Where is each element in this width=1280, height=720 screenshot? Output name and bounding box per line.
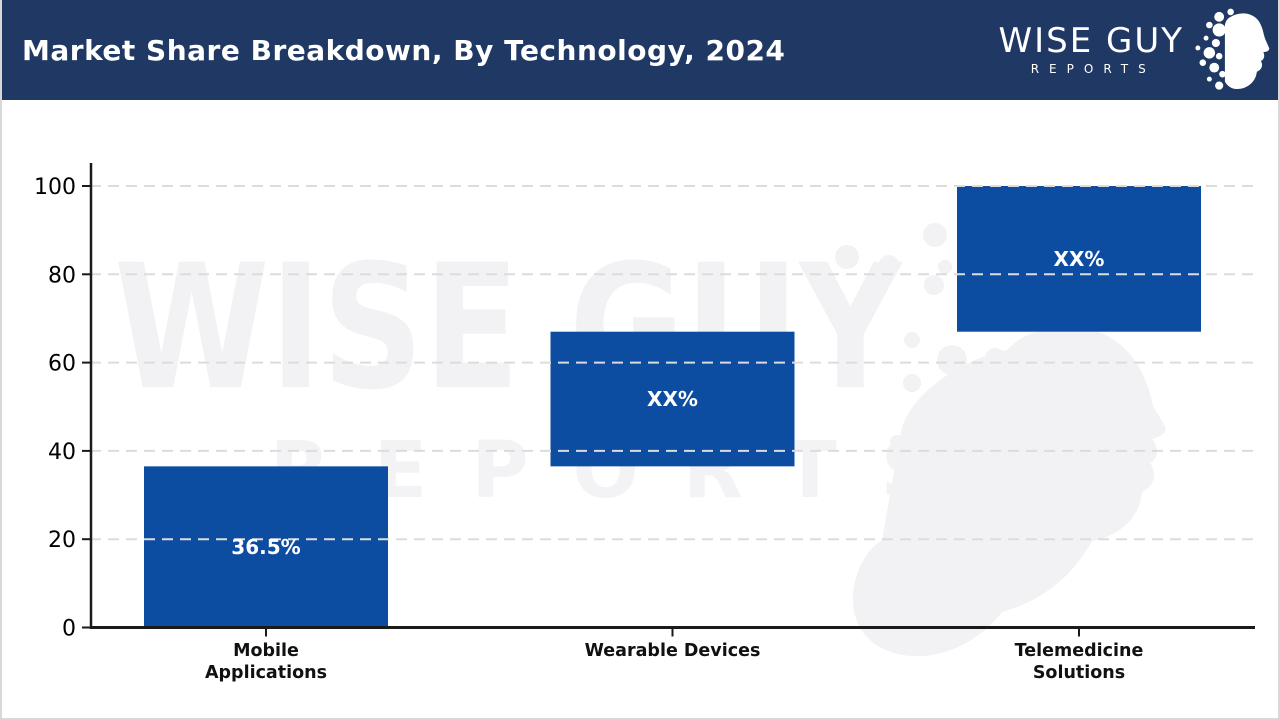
logo-name: WISE GUY <box>998 21 1184 61</box>
watermark: WISE GUY REPORTS <box>2 100 1278 718</box>
bar-value-label: XX% <box>1054 247 1105 271</box>
category-label: Mobile <box>233 641 299 661</box>
category-label: Solutions <box>1033 663 1125 683</box>
y-tick-label: 20 <box>48 528 76 553</box>
wiseguy-logo: WISE GUY REPORTS <box>998 6 1270 94</box>
y-tick-label: 60 <box>48 352 76 377</box>
category-label: Applications <box>205 663 327 683</box>
bar-value-label: 36.5% <box>231 535 300 559</box>
bar-segment <box>957 186 1201 332</box>
category-label: Wearable Devices <box>585 641 761 661</box>
y-tick-label: 80 <box>48 263 76 288</box>
watermark-face-dots <box>814 223 1166 657</box>
logo-subtitle: REPORTS <box>1030 62 1156 76</box>
bar-segment <box>144 466 388 628</box>
y-tick-label: 100 <box>34 175 76 200</box>
y-tick-label: 40 <box>48 440 76 465</box>
logo-text: WISE GUY REPORTS <box>998 24 1184 76</box>
chart-title: Market Share Breakdown, By Technology, 2… <box>22 33 786 67</box>
bar-value-label: XX% <box>647 387 698 411</box>
category-label: Telemedicine <box>1015 641 1144 661</box>
logo-face-icon <box>1195 8 1270 90</box>
y-tick-label: 0 <box>62 617 76 642</box>
bar-segment <box>550 331 795 467</box>
header: Market Share Breakdown, By Technology, 2… <box>2 0 1278 100</box>
